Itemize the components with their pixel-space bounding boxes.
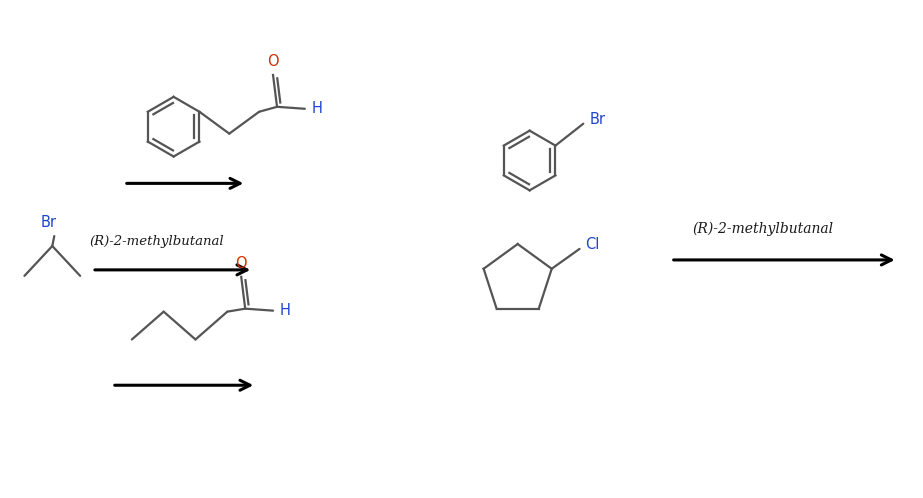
Text: (R)-2-methylbutanal: (R)-2-methylbutanal [693,222,833,236]
Text: Cl: Cl [585,238,600,252]
Text: H: H [312,101,323,117]
Text: O: O [268,54,279,69]
Text: H: H [280,303,291,318]
Text: O: O [235,256,247,271]
Text: (R)-2-methylbutanal: (R)-2-methylbutanal [90,235,224,248]
Text: Br: Br [589,112,605,127]
Text: Br: Br [41,215,56,230]
